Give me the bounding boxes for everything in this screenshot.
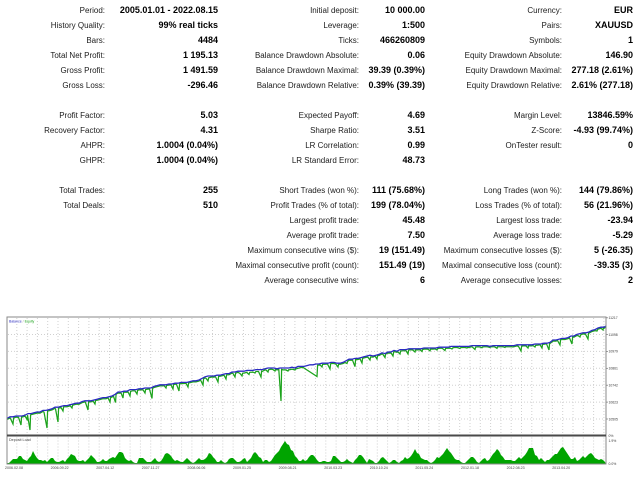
svg-text:11098: 11098	[609, 333, 618, 337]
svg-text:1.9%: 1.9%	[609, 439, 617, 443]
svg-text:2010.10.24: 2010.10.24	[370, 466, 388, 470]
svg-text:10979: 10979	[609, 350, 619, 354]
svg-text:0%: 0%	[609, 434, 614, 438]
svg-text:Deposit Load: Deposit Load	[9, 438, 31, 442]
svg-text:10505: 10505	[609, 417, 619, 421]
svg-text:2012.08.23: 2012.08.23	[507, 466, 525, 470]
svg-text:0.0%: 0.0%	[609, 462, 617, 466]
svg-text:Balance / Equity: Balance / Equity	[9, 319, 35, 323]
svg-text:2006.02.08: 2006.02.08	[5, 466, 23, 470]
svg-text:11217: 11217	[609, 316, 618, 320]
svg-text:10742: 10742	[609, 384, 619, 388]
svg-text:2010.03.23: 2010.03.23	[324, 466, 342, 470]
svg-text:2009.01.25: 2009.01.25	[233, 466, 251, 470]
svg-text:10861: 10861	[609, 367, 619, 371]
svg-text:2007.11.27: 2007.11.27	[142, 466, 160, 470]
svg-text:2011.05.24: 2011.05.24	[415, 466, 433, 470]
svg-text:2008.06.06: 2008.06.06	[187, 466, 205, 470]
svg-text:2012.01.18: 2012.01.18	[461, 466, 479, 470]
svg-text:2009.08.21: 2009.08.21	[279, 466, 297, 470]
svg-text:2007.04.12: 2007.04.12	[96, 466, 114, 470]
svg-text:2013.04.20: 2013.04.20	[552, 466, 570, 470]
svg-text:10623: 10623	[609, 400, 619, 404]
svg-text:2006.09.22: 2006.09.22	[51, 466, 69, 470]
